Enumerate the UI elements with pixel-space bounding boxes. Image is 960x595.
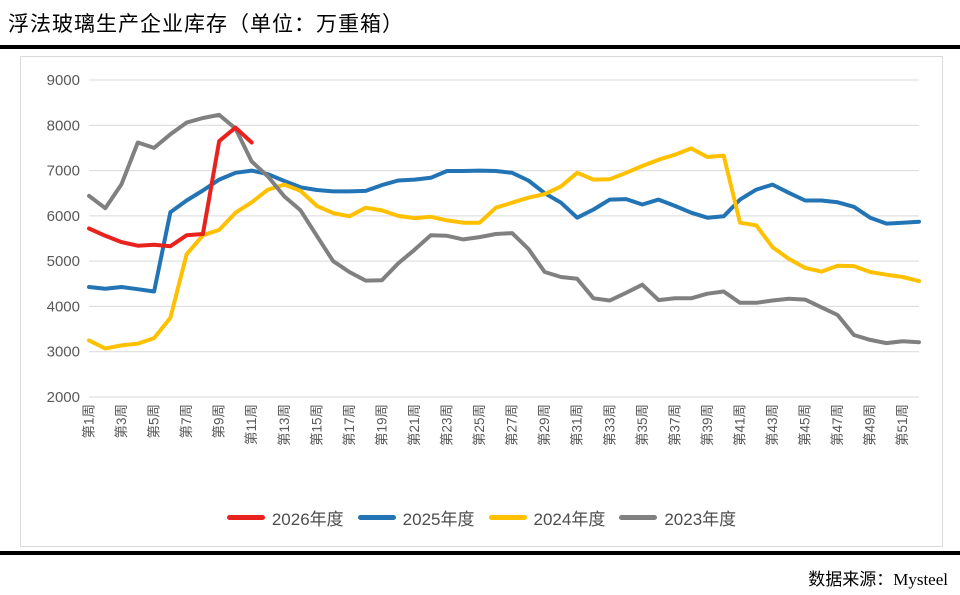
series-line-2026年度 — [87, 125, 254, 249]
x-tick-label-week-9: 第9周 — [211, 404, 227, 439]
x-tick-label-week-27: 第27周 — [504, 404, 520, 446]
x-tick-label-week-11: 第11周 — [243, 404, 259, 445]
x-tick-label-week-23: 第23周 — [439, 404, 455, 446]
y-tick-label-4000: 4000 — [47, 298, 80, 315]
series-line-2024年度 — [87, 146, 921, 351]
legend-label-2023年度: 2023年度 — [664, 510, 737, 529]
chart-area: 2000 3000 4000 5000 6000 7000 8000 9000 第1周 第3周 第5… — [20, 56, 943, 547]
x-tick-label-week-17: 第17周 — [341, 404, 357, 446]
x-tick-label-week-13: 第13周 — [276, 404, 292, 446]
x-tick-label-week-15: 第15周 — [308, 404, 324, 446]
legend-swatch-2026年度 — [226, 515, 265, 520]
y-tick-label-8000: 8000 — [47, 117, 80, 134]
x-tick-label-week-5: 第5周 — [146, 404, 162, 439]
x-tick-label-week-25: 第25周 — [471, 404, 487, 446]
data-source-label: 数据来源：Mysteel — [808, 570, 948, 589]
legend-label-2025年度: 2025年度 — [402, 510, 475, 529]
legend-label-2024年度: 2024年度 — [533, 510, 606, 529]
page-title: 浮法玻璃生产企业库存（单位：万重箱） — [8, 12, 404, 36]
x-tick-label-week-35: 第35周 — [634, 404, 650, 446]
x-tick-label-week-1: 第1周 — [81, 404, 97, 439]
legend-item-2025年度: 2025年度 — [357, 505, 475, 530]
x-tick-label-week-37: 第37周 — [666, 404, 682, 446]
title-divider-rule — [0, 45, 960, 49]
y-tick-label-6000: 6000 — [47, 208, 80, 225]
y-tick-label-5000: 5000 — [47, 253, 80, 270]
x-tick-label-week-49: 第49周 — [862, 404, 878, 446]
x-tick-label-week-33: 第33周 — [601, 404, 617, 446]
footer-divider-rule — [0, 551, 960, 555]
legend-swatch-2024年度 — [488, 515, 527, 520]
legend-item-2024年度: 2024年度 — [488, 505, 606, 530]
x-tick-label-week-41: 第41周 — [731, 404, 747, 446]
y-tick-label-9000: 9000 — [47, 72, 80, 89]
x-tick-label-week-47: 第47周 — [829, 404, 845, 446]
x-tick-label-week-7: 第7周 — [178, 404, 194, 439]
legend-label-2026年度: 2026年度 — [271, 510, 344, 529]
series-line-2023年度 — [87, 112, 921, 346]
chart-svg: 2000 3000 4000 5000 6000 7000 8000 9000 第1周 第3周 第5… — [47, 72, 921, 446]
x-tick-label-week-45: 第45周 — [797, 404, 813, 446]
x-tick-label-week-39: 第39周 — [699, 404, 715, 446]
series-line-2025年度 — [87, 168, 921, 294]
legend-swatch-2023年度 — [619, 515, 658, 520]
legend-item-2023年度: 2023年度 — [619, 505, 736, 530]
x-tick-label-week-31: 第31周 — [569, 404, 585, 446]
chart-legend: 2026年度 2025年度 2024年度 2023年度 — [21, 505, 942, 530]
x-tick-label-week-51: 第51周 — [894, 404, 910, 446]
legend-swatch-2025年度 — [357, 515, 396, 520]
y-tick-label-2000: 2000 — [47, 389, 80, 406]
y-tick-label-3000: 3000 — [47, 344, 80, 361]
x-tick-label-week-29: 第29周 — [536, 404, 552, 446]
x-tick-label-week-43: 第43周 — [764, 404, 780, 446]
x-tick-label-week-19: 第19周 — [373, 404, 389, 446]
x-tick-label-week-21: 第21周 — [406, 404, 422, 446]
y-tick-label-7000: 7000 — [47, 163, 80, 180]
x-tick-label-week-3: 第3周 — [113, 404, 129, 439]
legend-item-2026年度: 2026年度 — [226, 505, 344, 530]
